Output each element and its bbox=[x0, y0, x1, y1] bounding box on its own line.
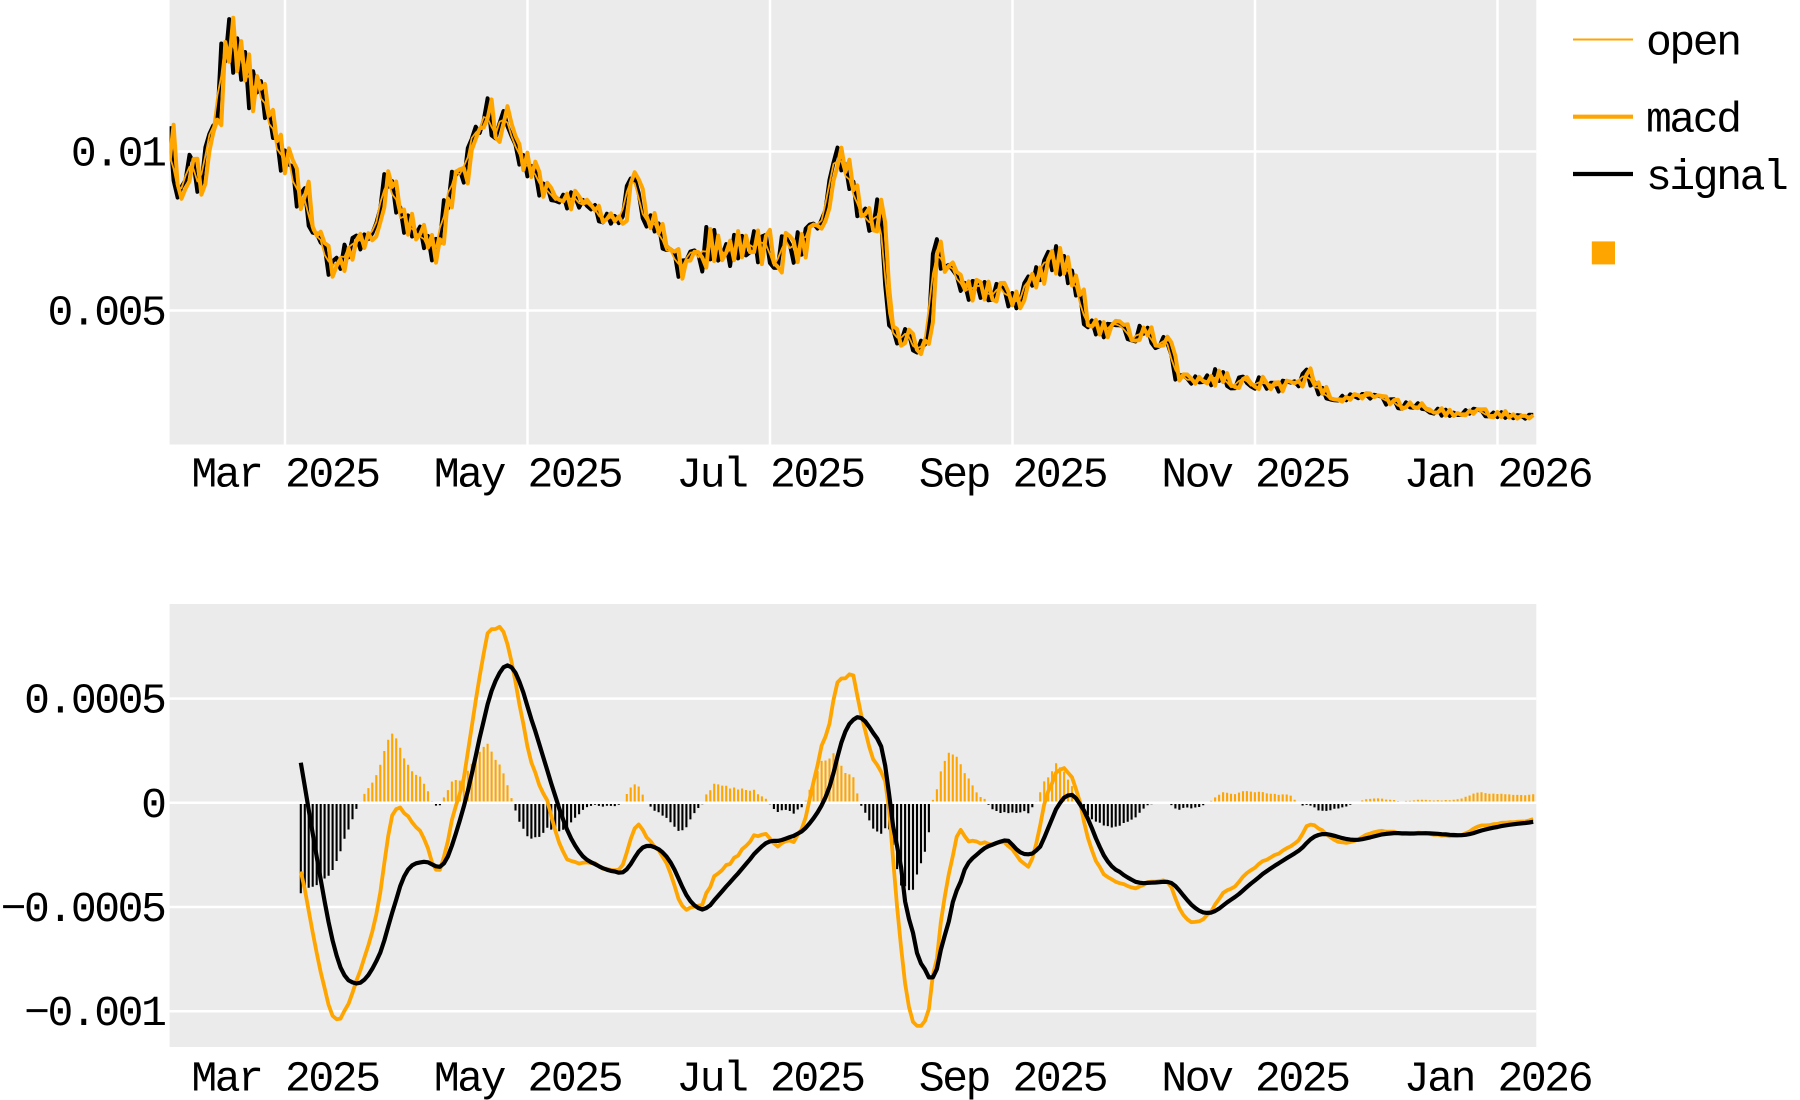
svg-text:0.005: 0.005 bbox=[47, 289, 165, 338]
svg-text:Sep 2025: Sep 2025 bbox=[919, 451, 1107, 500]
svg-text:May 2025: May 2025 bbox=[434, 1055, 622, 1100]
svg-text:Jan 2026: Jan 2026 bbox=[1404, 451, 1592, 500]
svg-text:open: open bbox=[1646, 19, 1740, 68]
svg-text:Jul 2025: Jul 2025 bbox=[676, 1055, 864, 1100]
svg-text:−0.001: −0.001 bbox=[24, 989, 165, 1038]
svg-text:−0.0005: −0.0005 bbox=[1, 885, 165, 934]
svg-text:signal: signal bbox=[1646, 153, 1787, 202]
svg-text:Nov 2025: Nov 2025 bbox=[1161, 451, 1349, 500]
svg-text:Jan 2026: Jan 2026 bbox=[1404, 1055, 1592, 1100]
svg-text:Mar 2025: Mar 2025 bbox=[191, 1055, 379, 1100]
svg-text:Jul 2025: Jul 2025 bbox=[676, 451, 864, 500]
svg-text:macd: macd bbox=[1646, 96, 1740, 145]
svg-text:Sep 2025: Sep 2025 bbox=[919, 1055, 1107, 1100]
svg-text:Nov 2025: Nov 2025 bbox=[1161, 1055, 1349, 1100]
svg-text:0.01: 0.01 bbox=[71, 130, 165, 179]
svg-text:0: 0 bbox=[141, 781, 165, 830]
svg-text:Mar 2025: Mar 2025 bbox=[191, 451, 379, 500]
svg-text:0.0005: 0.0005 bbox=[24, 677, 165, 726]
svg-text:May 2025: May 2025 bbox=[434, 451, 622, 500]
